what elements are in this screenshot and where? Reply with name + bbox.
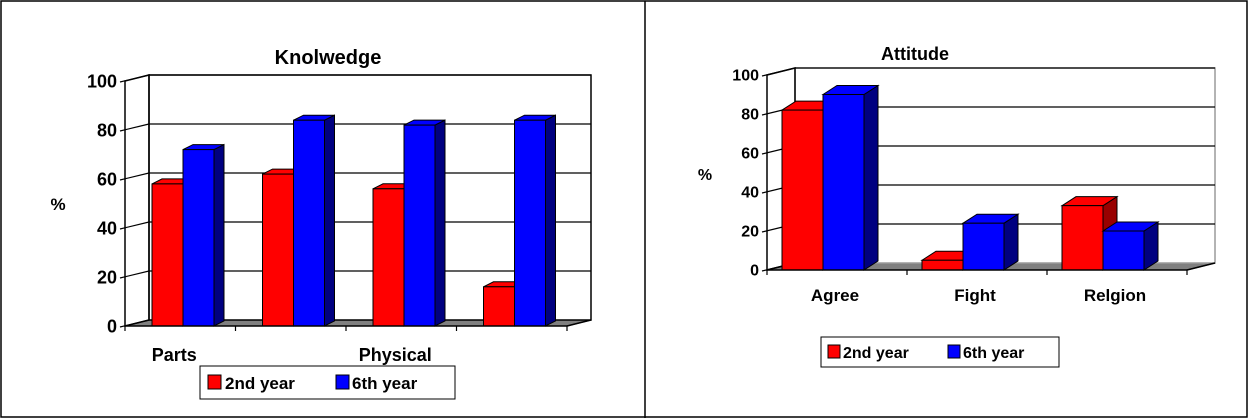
- knowledge-chart-title: Knolwedge: [275, 47, 382, 69]
- bar-front: [962, 222, 1005, 271]
- y-tick-label: 60: [741, 146, 759, 163]
- legend-swatch-6th-year: [947, 344, 961, 359]
- bar-front: [372, 188, 405, 327]
- y-tick-label: 0: [107, 316, 117, 336]
- bar-front: [781, 109, 824, 271]
- attitude-chart-title: Attitude: [881, 44, 949, 64]
- bar-front: [151, 183, 184, 327]
- y-tick-label: 60: [97, 169, 117, 189]
- bar-front: [514, 119, 546, 327]
- knowledge-chart-bars: 0 20 40 60 80 100: [87, 71, 592, 336]
- bar-side: [324, 114, 335, 327]
- x-tick-label: Parts: [152, 345, 197, 365]
- x-tick-label: Physical: [359, 345, 432, 365]
- bar-knolwedge-2nd-year-2: [372, 182, 415, 327]
- legend-label-2nd-year: 2nd year: [843, 345, 909, 362]
- bar-attitude-6th-year-1: [961, 213, 1020, 271]
- y-tick-label: 20: [741, 224, 759, 241]
- bar-knolwedge-6th-year-3: [514, 114, 556, 327]
- y-tick-label: 40: [97, 218, 117, 238]
- bar-side: [213, 143, 225, 327]
- bar-front: [262, 173, 294, 327]
- attitude-legend-box: [820, 336, 1060, 368]
- bar-side: [863, 84, 879, 271]
- bar-front: [921, 259, 964, 271]
- bar-knolwedge-6th-year-2: [403, 119, 446, 327]
- chart-side-wall: [124, 74, 150, 327]
- knowledge-chart-legend: 2nd year 6th year: [199, 365, 456, 400]
- knowledge-chart: Knolwedge % 0 20 40 60 80 100 Parts Physical 2…: [50, 47, 592, 400]
- x-tick-label: Relgion: [1084, 286, 1146, 305]
- bar-front: [182, 149, 215, 327]
- y-tick-label: 40: [741, 185, 759, 202]
- y-tick-label: 100: [87, 71, 117, 91]
- attitude-chart-legend: 2nd year 6th year: [820, 336, 1060, 368]
- attitude-chart-ylabel: %: [698, 167, 712, 184]
- y-tick-label: 0: [750, 263, 759, 280]
- bar-attitude-6th-year-2: [1101, 221, 1160, 271]
- bar-knolwedge-6th-year-1: [293, 114, 335, 327]
- bar-side: [434, 119, 446, 327]
- legend-label-2nd-year: 2nd year: [225, 374, 295, 393]
- bar-front: [822, 94, 865, 271]
- knowledge-legend-box: [199, 365, 456, 400]
- bar-knolwedge-6th-year-0: [182, 143, 225, 327]
- bar-front: [1102, 230, 1145, 271]
- bar-front: [483, 286, 515, 327]
- x-axis-depth: [566, 319, 592, 327]
- x-axis-depth: [1186, 262, 1216, 271]
- bar-attitude-6th-year-0: [821, 84, 880, 271]
- legend-swatch-2nd-year: [827, 344, 841, 359]
- bar-front: [403, 124, 436, 327]
- legend-swatch-6th-year: [335, 374, 350, 390]
- bar-side: [545, 114, 556, 327]
- legend-label-6th-year: 6th year: [352, 374, 418, 393]
- x-tick-label: Fight: [954, 286, 996, 305]
- y-tick-label: 80: [741, 107, 759, 124]
- bar-front: [1061, 205, 1104, 271]
- y-tick-label: 80: [97, 120, 117, 140]
- y-tick-label: 20: [97, 267, 117, 287]
- legend-swatch-2nd-year: [207, 374, 222, 390]
- y-tick-label: 100: [732, 68, 759, 85]
- x-tick-label: Agree: [811, 286, 859, 305]
- attitude-chart-xlabels: Agree Fight Relgion: [811, 286, 1146, 305]
- attitude-chart-bars: 0 20 40 60 80 100: [732, 67, 1216, 280]
- legend-label-6th-year: 6th year: [963, 345, 1024, 362]
- knowledge-chart-ylabel: %: [50, 195, 65, 214]
- bar-front: [293, 119, 325, 327]
- attitude-chart: Attitude % 0 20 40 60 80 100 Agree Fight Relgio…: [698, 44, 1216, 368]
- bar-side: [1003, 213, 1019, 271]
- knowledge-chart-xlabels: Parts Physical: [152, 345, 432, 365]
